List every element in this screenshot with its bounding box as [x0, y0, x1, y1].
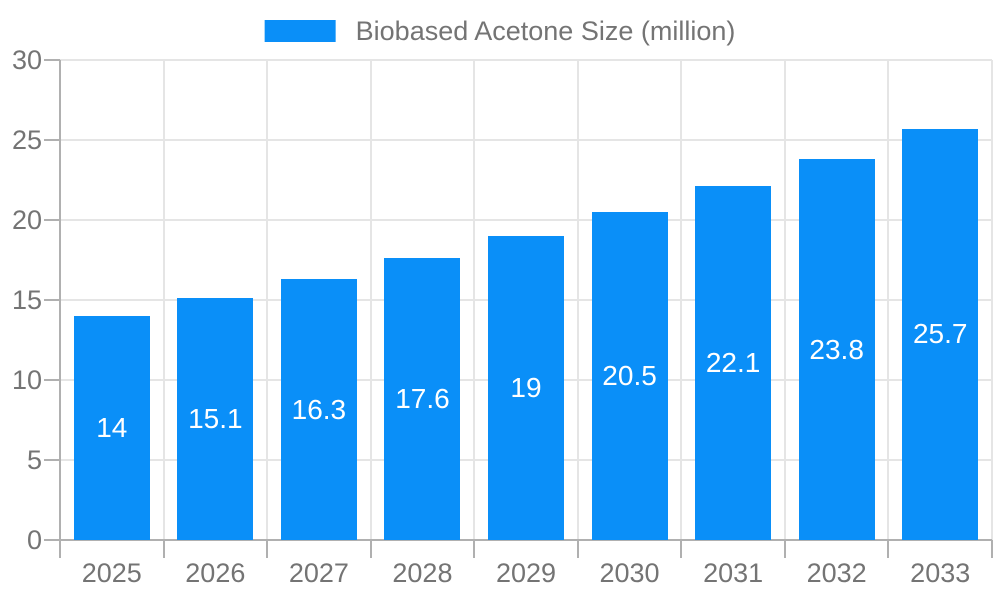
x-tick-label: 2026 [185, 558, 246, 588]
x-tick-mark [680, 540, 683, 558]
x-tick-mark [266, 540, 269, 558]
bar-value-label: 25.7 [912, 318, 968, 350]
x-tick-label: 2032 [806, 558, 867, 588]
bar-value-label: 20.5 [602, 360, 657, 391]
bar [280, 279, 357, 540]
y-tick-label: 30 [11, 45, 42, 75]
bar-value-label: 16.3 [291, 393, 347, 425]
bar-value-label: 15.1 [188, 403, 243, 435]
bar-value-label: 14 [96, 412, 128, 443]
bar [384, 258, 461, 540]
y-axis-line [59, 60, 61, 540]
bar [488, 236, 564, 540]
x-tick-label: 2028 [392, 558, 453, 588]
bar [798, 159, 875, 540]
bar [591, 212, 668, 540]
x-tick-mark [59, 540, 61, 558]
legend: Biobased Acetone Size (million) [264, 16, 736, 46]
gridline-x [680, 60, 683, 540]
y-tick-mark [44, 539, 60, 541]
gridline-x [473, 60, 476, 540]
bar [73, 316, 150, 540]
y-tick-label: 5 [26, 445, 42, 475]
y-tick-mark [44, 379, 60, 381]
bar-value-label: 17.6 [395, 383, 450, 415]
x-tick-label: 2030 [599, 558, 660, 588]
y-tick-label: 25 [11, 125, 42, 155]
x-tick-mark [473, 540, 476, 558]
gridline-y [60, 139, 992, 141]
gridline-x [266, 60, 269, 540]
bar-value-label: 23.8 [809, 333, 864, 365]
x-tick-mark [162, 540, 165, 558]
x-tick-mark [887, 540, 890, 558]
y-tick-label: 20 [11, 205, 42, 235]
gridline-x [369, 60, 372, 540]
x-tick-label: 2025 [81, 558, 142, 588]
gridline-x [887, 60, 890, 540]
y-tick-label: 10 [11, 365, 42, 395]
x-tick-label: 2029 [495, 558, 557, 588]
x-tick-mark [576, 540, 579, 558]
y-tick-mark [44, 219, 60, 221]
y-tick-label: 0 [26, 525, 42, 555]
bar-value-label: 19 [510, 372, 542, 403]
x-tick-mark [369, 540, 372, 558]
bar [695, 186, 772, 540]
legend-swatch [264, 20, 336, 42]
y-tick-mark [44, 59, 60, 61]
x-tick-mark [783, 540, 786, 558]
gridline-y [60, 219, 992, 221]
gridline-x [162, 60, 165, 540]
y-tick-mark [44, 139, 60, 141]
gridline-x [576, 60, 579, 540]
gridline-y [60, 59, 992, 61]
y-tick-mark [44, 459, 60, 461]
gridline-x [783, 60, 786, 540]
bar [902, 128, 979, 540]
gridline-x [991, 60, 993, 540]
y-tick-label: 15 [11, 285, 42, 315]
x-axis-line [44, 539, 992, 541]
x-tick-label: 2031 [703, 558, 764, 588]
y-tick-mark [44, 299, 60, 301]
bar-value-label: 22.1 [705, 347, 761, 379]
bar [177, 298, 254, 540]
x-tick-label: 2033 [910, 558, 971, 588]
legend-label: Biobased Acetone Size (million) [355, 16, 736, 46]
x-tick-mark [991, 540, 993, 558]
x-tick-label: 2027 [288, 558, 349, 588]
